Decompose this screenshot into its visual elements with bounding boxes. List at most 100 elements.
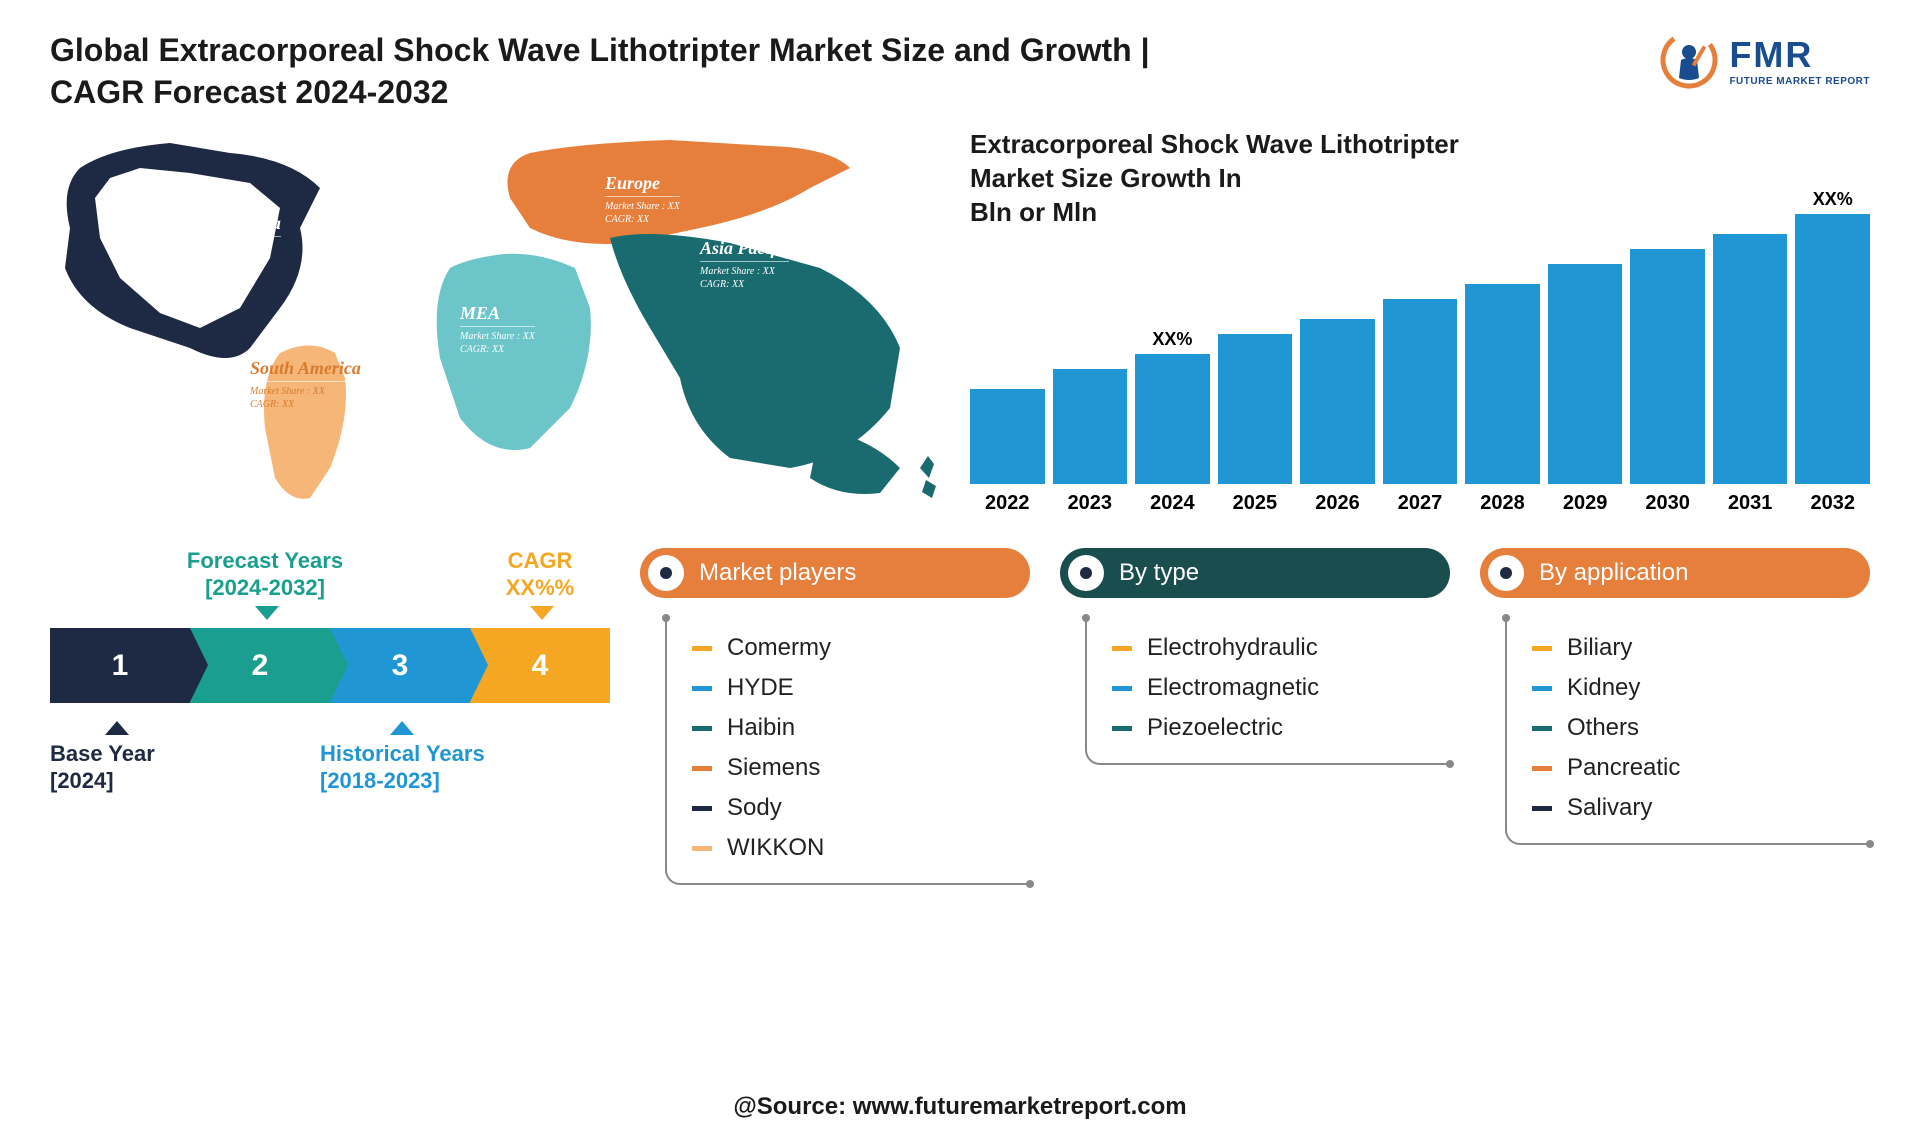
dash-icon (1112, 686, 1132, 691)
world-map-regions: North AmericaMarket Share : XXCAGR: XXSo… (50, 128, 950, 508)
category-list: Biliary Kidney Others Pancreatic Salivary (1505, 618, 1870, 845)
bar-year-label: 2026 (1315, 492, 1360, 515)
bar-year-label: 2027 (1398, 492, 1443, 515)
list-item-label: Electrohydraulic (1147, 634, 1318, 662)
historical-years-label: Historical Years [2018-2023] (320, 741, 520, 794)
source-attribution: @Source: www.futuremarketreport.com (733, 1093, 1186, 1121)
list-item: Salivary (1532, 788, 1870, 828)
list-item: Electromagnetic (1112, 668, 1450, 708)
category-by-application: By application Biliary Kidney Others Pancrea… (1480, 548, 1870, 885)
dash-icon (1532, 766, 1552, 771)
bar-col-2030: 2030 (1630, 249, 1705, 515)
list-item-label: Comermy (727, 634, 831, 662)
list-item: Haibin (692, 708, 1030, 748)
region-cagr: CAGR: XX (605, 213, 680, 226)
bar: XX% (1135, 354, 1210, 484)
timeline-segments: 1 2 3 4 (50, 628, 610, 703)
bar-col-2025: 2025 (1218, 334, 1293, 515)
list-item-label: WIKKON (727, 834, 824, 862)
bar-col-2029: 2029 (1548, 264, 1623, 515)
list-item: Comermy (692, 628, 1030, 668)
region-label-europe: EuropeMarket Share : XXCAGR: XX (605, 173, 680, 226)
base-year-label: Base Year [2024] (50, 741, 190, 794)
dash-icon (1532, 806, 1552, 811)
category-title: By application (1539, 559, 1688, 587)
dash-icon (1532, 686, 1552, 691)
list-item-label: Pancreatic (1567, 754, 1680, 782)
timeline-seg-4: 4 (470, 628, 610, 703)
triangle-up-icon (105, 721, 129, 735)
dash-icon (692, 646, 712, 651)
bar-col-2028: 2028 (1465, 284, 1540, 515)
list-item: Kidney (1532, 668, 1870, 708)
category-header: By application (1480, 548, 1870, 598)
region-label-asia-pacific: Asia PacificMarket Share : XXCAGR: XX (700, 238, 789, 291)
region-label-mea: MEAMarket Share : XXCAGR: XX (460, 303, 535, 356)
region-share: Market Share : XX (700, 265, 789, 278)
list-item: HYDE (692, 668, 1030, 708)
list-item-label: Piezoelectric (1147, 714, 1283, 742)
bar (1383, 299, 1458, 484)
dash-icon (692, 806, 712, 811)
region-name: MEA (460, 303, 535, 327)
list-item: Pancreatic (1532, 748, 1870, 788)
dash-icon (1532, 646, 1552, 651)
list-item: Sody (692, 788, 1030, 828)
list-item-label: HYDE (727, 674, 794, 702)
cagr-label: CAGR XX%% (480, 548, 600, 601)
category-list: Comermy HYDE Haibin Siemens Sody WIKKON (665, 618, 1030, 885)
bar-year-label: 2028 (1480, 492, 1525, 515)
list-item-label: Haibin (727, 714, 795, 742)
region-share: Market Share : XX (605, 200, 680, 213)
bar-col-2023: 2023 (1053, 369, 1128, 515)
bar-col-2032: XX%2032 (1795, 214, 1870, 515)
chart-title-l2: Market Size Growth In (970, 163, 1242, 193)
list-item-label: Kidney (1567, 674, 1640, 702)
bar (970, 389, 1045, 484)
dash-icon (1112, 646, 1132, 651)
bullet-icon (1488, 555, 1524, 591)
bar-chart-bars: 20222023XX%20242025202620272028202920302… (970, 245, 1870, 515)
bullet-icon (648, 555, 684, 591)
triangle-up-icon (390, 721, 414, 735)
dash-icon (1112, 726, 1132, 731)
list-item: Others (1532, 708, 1870, 748)
bar (1053, 369, 1128, 484)
list-item: Electrohydraulic (1112, 628, 1450, 668)
bullet-icon (1068, 555, 1104, 591)
bar (1465, 284, 1540, 484)
list-item: WIKKON (692, 828, 1030, 868)
bar-year-label: 2022 (985, 492, 1030, 515)
timeline-infographic: Forecast Years [2024-2032] CAGR XX%% 1 2… (50, 548, 610, 811)
dash-icon (692, 846, 712, 851)
bar (1300, 319, 1375, 484)
list-item-label: Sody (727, 794, 782, 822)
forecast-years-label: Forecast Years [2024-2032] (180, 548, 350, 601)
list-item: Biliary (1532, 628, 1870, 668)
chart-title: Extracorporeal Shock Wave Lithotripter M… (970, 128, 1870, 229)
fmr-logo-icon (1659, 30, 1719, 90)
bar-col-2026: 2026 (1300, 319, 1375, 515)
bar (1630, 249, 1705, 484)
title-line-1: Global Extracorporeal Shock Wave Lithotr… (50, 32, 1150, 68)
category-market-players: Market players Comermy HYDE Haibin Siemens So… (640, 548, 1030, 885)
dash-icon (692, 766, 712, 771)
category-title: By type (1119, 559, 1199, 587)
region-share: Market Share : XX (250, 385, 361, 398)
category-header: Market players (640, 548, 1030, 598)
logo-text-main: FMR (1729, 34, 1870, 76)
list-item-label: Siemens (727, 754, 820, 782)
category-by-type: By type Electrohydraulic Electromagnetic Pi… (1060, 548, 1450, 885)
timeline-seg-1: 1 (50, 628, 190, 703)
chart-title-l3: Bln or Mln (970, 197, 1097, 227)
triangle-down-icon (255, 606, 279, 620)
region-name: Asia Pacific (700, 238, 789, 262)
region-label-south-america: South AmericaMarket Share : XXCAGR: XX (250, 358, 361, 411)
region-cagr: CAGR: XX (460, 343, 535, 356)
list-item-label: Salivary (1567, 794, 1652, 822)
bar-year-label: 2029 (1563, 492, 1608, 515)
list-item-label: Biliary (1567, 634, 1632, 662)
page-title: Global Extracorporeal Shock Wave Lithotr… (50, 30, 1150, 113)
region-name: South America (250, 358, 361, 382)
bar-value-label: XX% (1813, 189, 1853, 210)
